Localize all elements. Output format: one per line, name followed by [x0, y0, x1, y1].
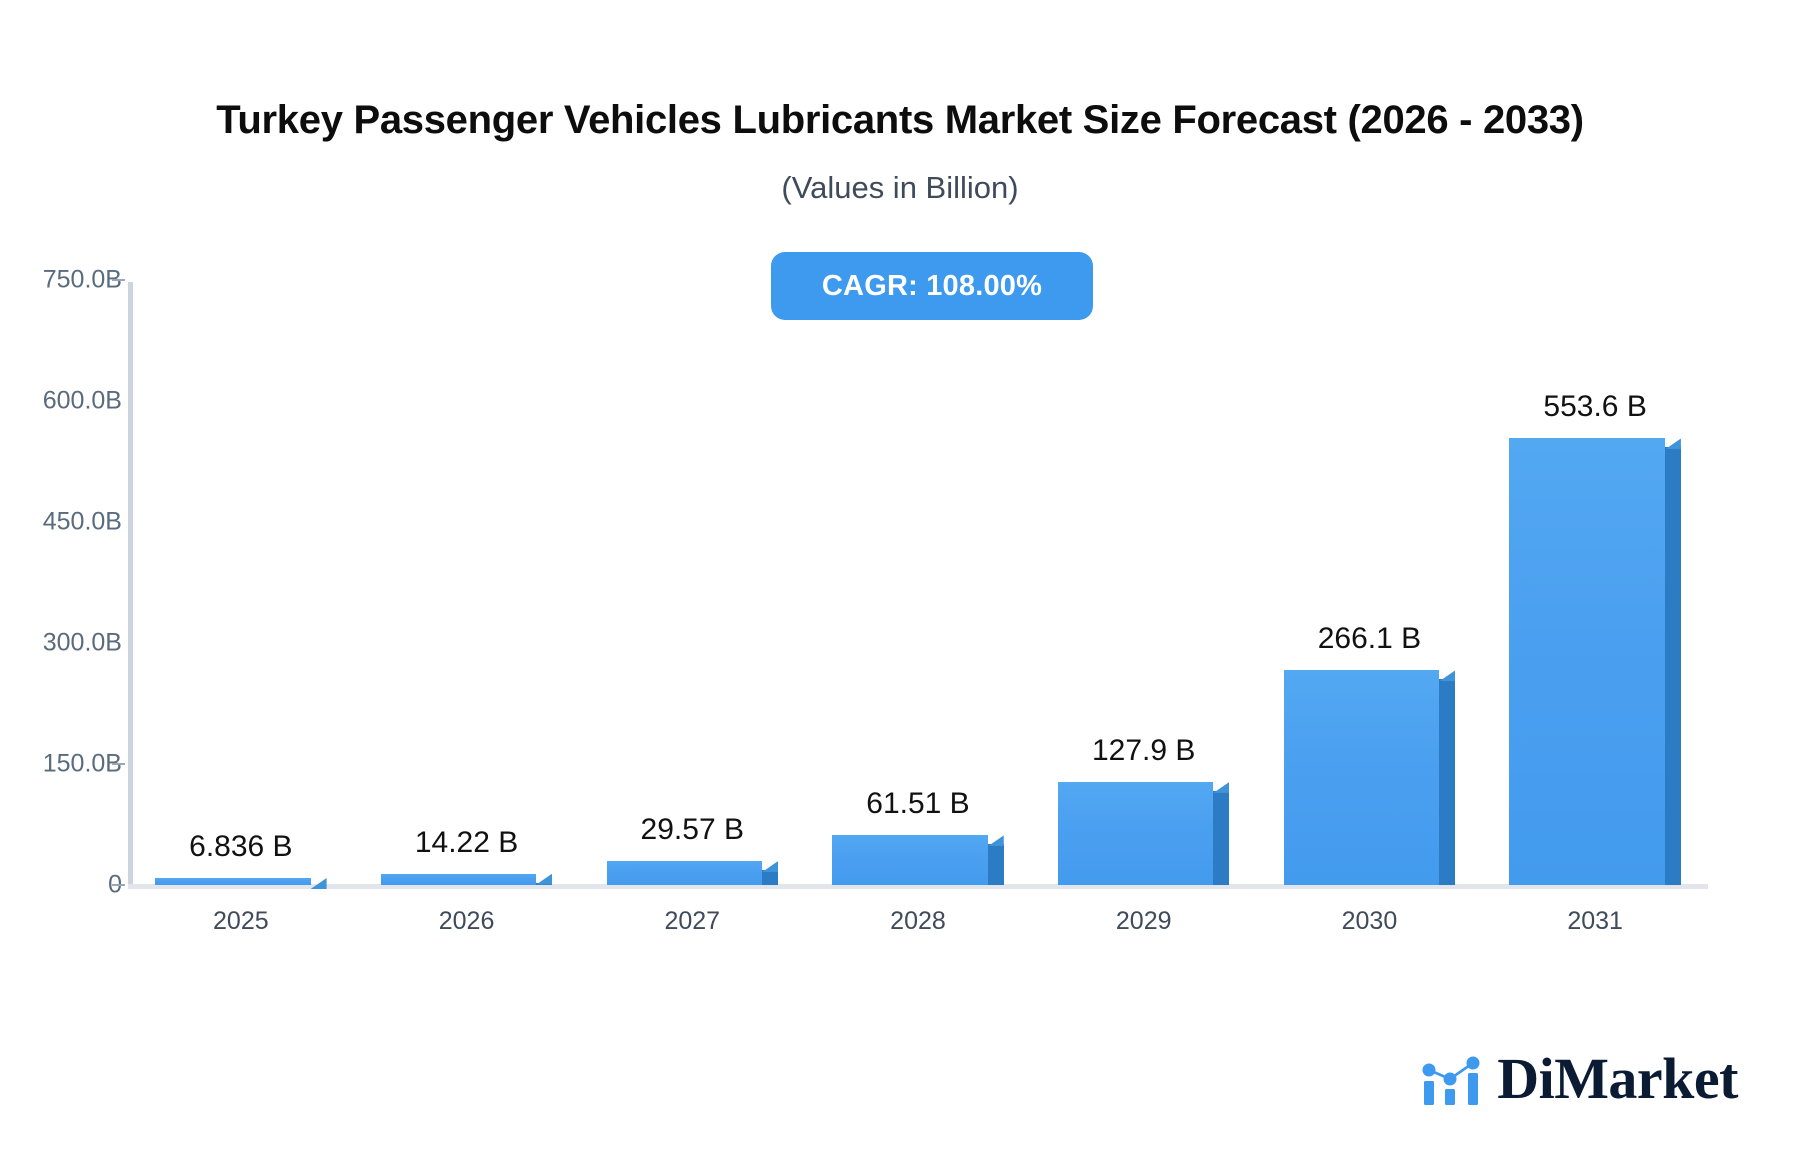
- cagr-badge-label: CAGR: 108.00%: [821, 269, 1043, 302]
- page-title: Turkey Passenger Vehicles Lubricants Mar…: [216, 98, 1584, 142]
- cagr-badge: CAGR: 108.00%: [771, 252, 1093, 320]
- bar-group[interactable]: 553.6 B 2031: [1509, 390, 1681, 935]
- y-axis-tick-label: 600.0B: [42, 386, 122, 415]
- x-axis-baseline: [128, 884, 1708, 889]
- bar[interactable]: [832, 835, 1004, 885]
- bar-front-face: [380, 873, 537, 885]
- bar-top-face: [1213, 781, 1230, 793]
- y-axis-tick-label: 450.0B: [42, 507, 122, 536]
- dimarket-logo: DiMarket: [1421, 1045, 1738, 1112]
- bar-side-face: [1213, 790, 1230, 885]
- x-axis-tick-label: 2026: [438, 907, 495, 935]
- bar-group[interactable]: 127.9 B 2029: [1057, 734, 1230, 935]
- bar-side-face: [1664, 447, 1681, 885]
- y-axis-tick-label: 300.0B: [42, 628, 122, 657]
- bar-value-label: 553.6 B: [1543, 390, 1647, 424]
- bar-value-label: 14.22 B: [414, 825, 519, 859]
- bar-top-face: [762, 861, 779, 873]
- bar[interactable]: [606, 861, 779, 885]
- bar-value-label: 29.57 B: [640, 813, 744, 847]
- x-axis-tick-label: 2027: [664, 907, 721, 935]
- bar-front-face: [832, 835, 988, 885]
- plot-area: 6.836 B 2025 14.22 B 2026 29.57 B 2027 61.51 B…: [128, 280, 1708, 935]
- bar[interactable]: [155, 878, 327, 889]
- bar-front-face: [155, 878, 311, 885]
- bar[interactable]: [1283, 670, 1456, 885]
- bar-group[interactable]: 6.836 B 2025: [155, 830, 327, 935]
- y-axis: 0 150.0B 300.0B 450.0B 600.0B 750.0B: [0, 0, 125, 1156]
- y-axis-tick-mark: [112, 884, 125, 886]
- y-axis-tick-mark: [112, 279, 125, 281]
- bar-front-face: [1283, 670, 1440, 885]
- bar-top-face: [1664, 438, 1681, 450]
- x-axis-tick-label: 2031: [1567, 907, 1623, 935]
- x-axis-tick-label: 2030: [1341, 907, 1398, 935]
- bar-side-face: [987, 844, 1004, 885]
- bar[interactable]: [1509, 438, 1681, 885]
- x-axis-tick-label: 2025: [213, 907, 269, 935]
- bar-group[interactable]: 61.51 B 2028: [832, 787, 1004, 935]
- bar-top-face: [536, 873, 553, 885]
- y-axis-tick-mark: [112, 763, 125, 765]
- bar-group[interactable]: 29.57 B 2027: [606, 813, 779, 935]
- y-axis-spine: [128, 282, 133, 886]
- bar-side-face: [762, 870, 779, 885]
- bar-group[interactable]: 14.22 B 2026: [380, 826, 553, 935]
- y-axis-tick-label: 0: [108, 870, 122, 899]
- bar-top-face: [1439, 670, 1456, 682]
- x-axis-tick-label: 2029: [1115, 907, 1172, 935]
- bar-front-face: [606, 861, 763, 885]
- bar-value-label: 127.9 B: [1091, 733, 1196, 767]
- bar-front-face: [1509, 438, 1665, 885]
- y-axis-tick-label: 150.0B: [42, 749, 122, 778]
- bar[interactable]: [380, 873, 553, 885]
- bar-value-label: 6.836 B: [189, 830, 293, 863]
- y-axis-tick-label: 750.0B: [42, 265, 122, 294]
- bar[interactable]: [1057, 781, 1230, 885]
- logo-text: DiMarket: [1497, 1046, 1738, 1111]
- bar-side-face: [1439, 679, 1456, 885]
- bar-chart-logo-icon: [1422, 1056, 1480, 1105]
- chart-subtitle: (Values in Billion): [781, 170, 1019, 205]
- bar-value-label: 266.1 B: [1317, 622, 1422, 656]
- bar-top-face: [987, 835, 1004, 847]
- bar-front-face: [1057, 781, 1214, 885]
- bar-group[interactable]: 266.1 B 2030: [1283, 622, 1456, 935]
- bar-value-label: 61.51 B: [866, 787, 970, 821]
- bar-top-face: [310, 878, 327, 889]
- x-axis-tick-label: 2028: [890, 907, 946, 935]
